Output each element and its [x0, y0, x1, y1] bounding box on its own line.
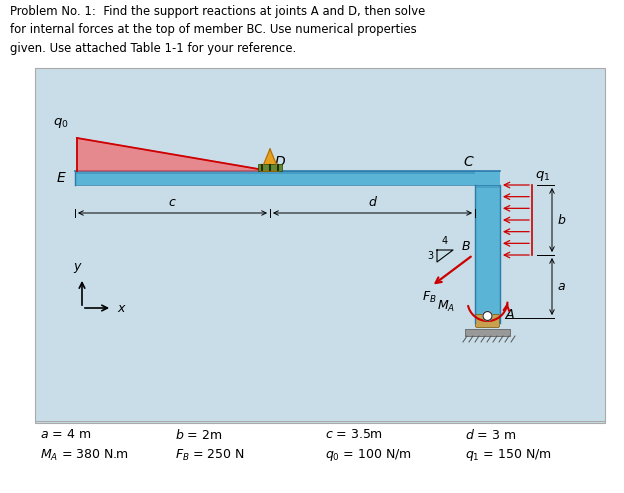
Text: $a$: $a$ [557, 280, 566, 293]
Text: $b$ = 2m: $b$ = 2m [175, 428, 222, 442]
Text: $E$: $E$ [56, 171, 67, 185]
Bar [475, 185, 500, 188]
Text: $A$: $A$ [505, 308, 515, 321]
Text: Problem No. 1:  Find the support reactions at joints A and D, then solve
for int: Problem No. 1: Find the support reaction… [10, 5, 425, 55]
Text: $F_B$ = 250 N: $F_B$ = 250 N [175, 448, 245, 462]
Text: $x$: $x$ [117, 302, 127, 315]
Text: 3: 3 [427, 251, 433, 261]
Bar [35, 68, 605, 423]
Text: $D$: $D$ [274, 155, 286, 169]
Text: $M_A$: $M_A$ [437, 298, 456, 314]
Text: 4: 4 [442, 236, 448, 246]
Text: $c$ = 3.5m: $c$ = 3.5m [325, 428, 383, 442]
Text: $d$ = 3 m: $d$ = 3 m [465, 428, 516, 442]
Circle shape [483, 312, 492, 320]
Text: $q_1$ = 150 N/m: $q_1$ = 150 N/m [465, 447, 552, 463]
Text: $c$: $c$ [168, 196, 177, 209]
Bar [475, 171, 500, 185]
Text: $q_0$ = 100 N/m: $q_0$ = 100 N/m [325, 447, 412, 463]
Bar [465, 329, 510, 336]
Polygon shape [77, 138, 270, 171]
Polygon shape [261, 149, 279, 171]
Text: $d$: $d$ [368, 195, 378, 209]
Text: $b$: $b$ [557, 213, 567, 227]
Bar [475, 185, 500, 323]
Text: $q_0$: $q_0$ [53, 116, 69, 130]
Bar [258, 164, 282, 171]
Text: $F_B$: $F_B$ [422, 290, 437, 305]
FancyBboxPatch shape [475, 315, 499, 327]
Text: $q_1$: $q_1$ [535, 169, 550, 183]
Text: $B$: $B$ [461, 240, 471, 253]
Bar [75, 171, 500, 185]
Text: $M_A$ = 380 N.m: $M_A$ = 380 N.m [40, 448, 129, 462]
Text: $C$: $C$ [464, 155, 475, 169]
Text: $y$: $y$ [73, 261, 83, 275]
Bar [75, 171, 500, 174]
Text: $a$ = 4 m: $a$ = 4 m [40, 428, 91, 442]
